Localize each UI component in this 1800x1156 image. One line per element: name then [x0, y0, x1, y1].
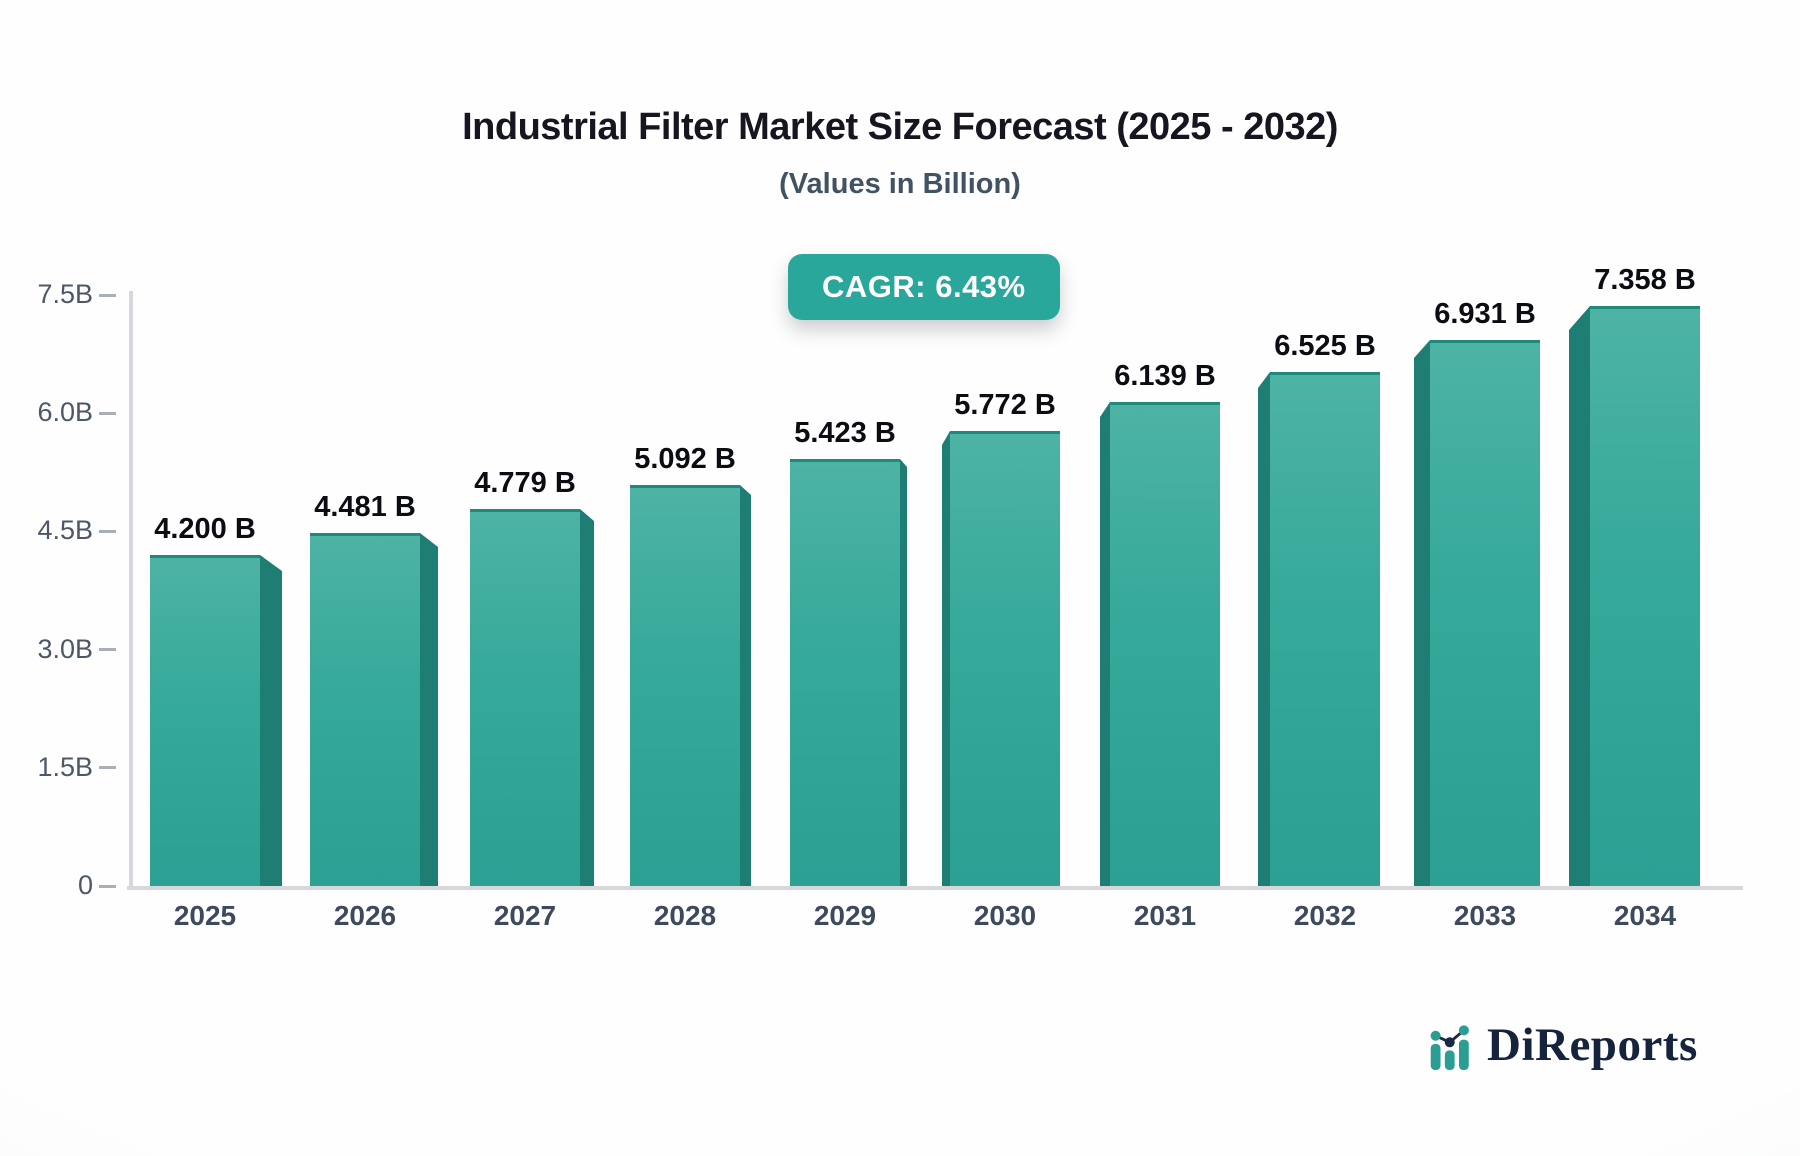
bar-value-label: 4.481 B: [314, 491, 416, 523]
page-title: Industrial Filter Market Size Forecast (…: [462, 106, 1338, 148]
x-tick-label: 2028: [653, 900, 717, 931]
cagr-badge: CAGR: 6.43%: [788, 254, 1060, 320]
x-axis-line: [127, 886, 1743, 890]
logo-text: DiReports: [1487, 1019, 1698, 1071]
bar-3d-side: [1100, 402, 1110, 886]
bar: [790, 459, 900, 886]
bar-3d-side: [942, 431, 950, 886]
y-tick-dash: [99, 648, 116, 652]
bar-value-label: 6.139 B: [1114, 360, 1216, 392]
bar-chart-logo-icon: [1430, 1025, 1469, 1070]
bar: [1430, 340, 1540, 886]
bar: [470, 509, 580, 886]
y-tick-label: 4.5B: [37, 515, 93, 546]
bar-3d-side: [580, 509, 594, 886]
x-tick-label: 2032: [1293, 900, 1357, 931]
y-tick-label: 0: [77, 870, 93, 900]
direports-logo: DiReports: [1428, 1018, 1698, 1072]
chart-subtitle: (Values in Billion): [779, 168, 1021, 200]
bar: [150, 555, 260, 886]
bar-value-label: 7.358 B: [1594, 264, 1696, 296]
bar-value-label: 5.772 B: [954, 389, 1056, 421]
y-tick-label: 1.5B: [37, 751, 93, 782]
x-tick-label: 2034: [1613, 900, 1677, 931]
x-tick-label: 2025: [173, 900, 237, 931]
bar: [630, 485, 740, 886]
bar: [1270, 372, 1380, 886]
bar-value-label: 4.779 B: [474, 467, 576, 499]
bar-value-label: 5.092 B: [634, 443, 736, 475]
y-tick-label: 6.0B: [37, 397, 93, 428]
x-tick-label: 2026: [333, 900, 397, 931]
y-tick-dash: [99, 293, 116, 297]
y-axis-line: [129, 291, 133, 888]
bar-3d-side: [740, 485, 751, 886]
x-tick-label: 2030: [973, 900, 1037, 931]
bar-value-label: 4.200 B: [154, 513, 256, 545]
bar: [310, 533, 420, 886]
bar-3d-side: [1258, 372, 1270, 886]
y-tick-label: 7.5B: [37, 279, 93, 309]
x-tick-label: 2033: [1453, 900, 1517, 931]
y-tick-dash: [99, 411, 116, 415]
bar: [950, 431, 1060, 886]
y-tick-label: 3.0B: [37, 633, 93, 664]
y-tick-dash: [99, 766, 116, 770]
bar-value-label: 6.525 B: [1274, 330, 1376, 362]
bar-3d-side: [1569, 306, 1590, 886]
x-tick-label: 2031: [1133, 900, 1197, 931]
bar-3d-side: [420, 533, 438, 886]
x-tick-label: 2027: [493, 900, 557, 931]
bar: [1110, 402, 1220, 886]
bar-3d-side: [900, 459, 907, 886]
y-tick-dash: [99, 884, 116, 888]
x-tick-label: 2029: [813, 900, 877, 931]
bar: [1590, 306, 1700, 886]
bar-3d-side: [1414, 340, 1430, 886]
bar-value-label: 5.423 B: [794, 417, 896, 449]
bar-value-label: 6.931 B: [1434, 298, 1536, 330]
y-tick-dash: [99, 529, 116, 533]
bar-3d-side: [260, 555, 282, 886]
